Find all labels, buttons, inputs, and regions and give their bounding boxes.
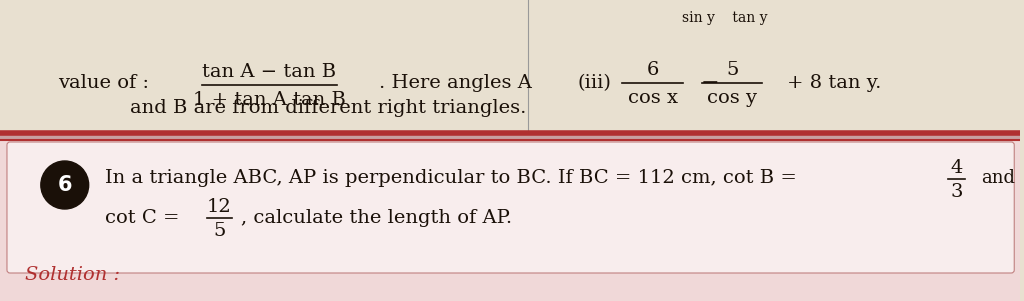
FancyBboxPatch shape bbox=[7, 142, 1014, 273]
Text: 6: 6 bbox=[57, 175, 72, 195]
Text: Solution :: Solution : bbox=[25, 266, 120, 284]
Text: 5: 5 bbox=[213, 222, 225, 240]
FancyBboxPatch shape bbox=[0, 133, 1020, 140]
Circle shape bbox=[41, 161, 89, 209]
Text: + 8 tan y.: + 8 tan y. bbox=[787, 74, 882, 92]
Text: and B are from different right triangles.: and B are from different right triangles… bbox=[129, 99, 526, 117]
Text: 3: 3 bbox=[950, 183, 963, 201]
FancyBboxPatch shape bbox=[0, 140, 1020, 301]
Text: . Here angles A: . Here angles A bbox=[379, 74, 531, 92]
Text: cot C =: cot C = bbox=[104, 209, 179, 227]
Text: cos x: cos x bbox=[628, 89, 678, 107]
Text: (iii): (iii) bbox=[578, 74, 611, 92]
Text: −: − bbox=[701, 72, 720, 94]
Text: , calculate the length of AP.: , calculate the length of AP. bbox=[241, 209, 512, 227]
Text: 12: 12 bbox=[207, 198, 231, 216]
Text: 4: 4 bbox=[950, 159, 963, 177]
Text: tan A − tan B: tan A − tan B bbox=[202, 63, 336, 81]
Text: sin y    tan y: sin y tan y bbox=[682, 11, 768, 25]
Text: 5: 5 bbox=[726, 61, 738, 79]
Text: value of :: value of : bbox=[58, 74, 150, 92]
FancyBboxPatch shape bbox=[0, 0, 1020, 133]
Text: and: and bbox=[981, 169, 1016, 187]
Text: 6: 6 bbox=[646, 61, 658, 79]
Text: In a triangle ABC, AP is perpendicular to BC. If BC = 112 cm, cot B =: In a triangle ABC, AP is perpendicular t… bbox=[104, 169, 797, 187]
Text: cos y: cos y bbox=[708, 89, 758, 107]
Text: 1 + tan A tan B: 1 + tan A tan B bbox=[193, 91, 345, 109]
